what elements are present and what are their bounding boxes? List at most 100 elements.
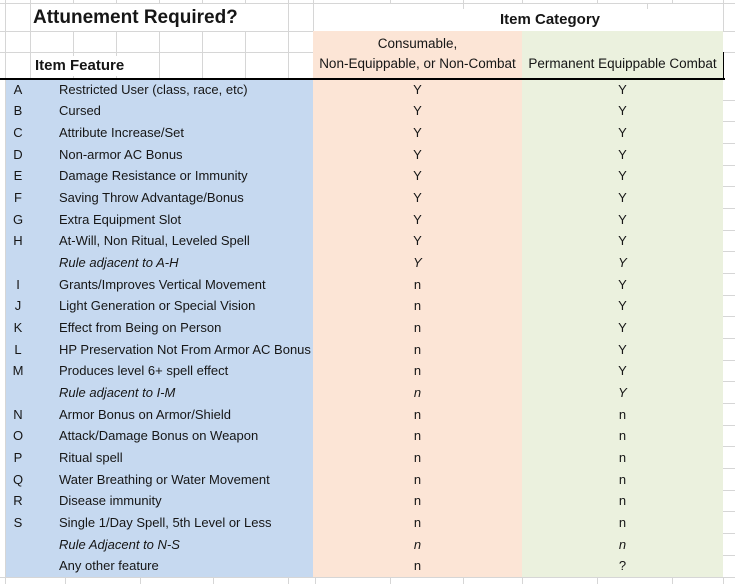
table-row: B Cursed Y Y: [6, 100, 723, 122]
feature-cell[interactable]: Grants/Improves Vertical Movement: [59, 276, 266, 292]
permanent-value-cell[interactable]: Y: [618, 233, 627, 249]
feature-cell[interactable]: Attribute Increase/Set: [59, 124, 185, 140]
consumable-value-cell[interactable]: Y: [413, 103, 422, 119]
permanent-value-cell[interactable]: Y: [618, 103, 627, 119]
consumable-value-cell[interactable]: n: [413, 363, 422, 379]
permanent-header-cell[interactable]: Permanent Equippable Combat: [522, 31, 723, 76]
feature-cell[interactable]: At-Will, Non Ritual, Leveled Spell: [59, 233, 250, 249]
consumable-value-cell[interactable]: n: [413, 428, 422, 444]
feature-cell[interactable]: Rule Adjacent to N-S: [59, 536, 180, 552]
permanent-value-cell[interactable]: Y: [618, 81, 627, 97]
feature-cell[interactable]: Attack/Damage Bonus on Weapon: [59, 428, 259, 444]
feature-cell[interactable]: Cursed: [59, 103, 101, 119]
table-row: H At-Will, Non Ritual, Leveled Spell Y Y: [6, 230, 723, 252]
row-letter-cell[interactable]: P: [13, 449, 23, 465]
consumable-value-cell[interactable]: n: [413, 406, 422, 422]
feature-cell[interactable]: HP Preservation Not From Armor AC Bonus: [59, 341, 311, 357]
consumable-value-cell[interactable]: Y: [413, 81, 422, 97]
feature-cell[interactable]: Armor Bonus on Armor/Shield: [59, 406, 231, 422]
feature-cell[interactable]: Ritual spell: [59, 449, 123, 465]
feature-cell[interactable]: Restricted User (class, race, etc): [59, 81, 248, 97]
row-letter-cell[interactable]: J: [14, 298, 22, 314]
row-letter-cell[interactable]: N: [13, 406, 23, 422]
permanent-value-cell[interactable]: Y: [618, 146, 627, 162]
consumable-value-cell[interactable]: n: [413, 493, 422, 509]
consumable-header-cell[interactable]: Consumable, Non-Equippable, or Non-Comba…: [313, 31, 522, 76]
consumable-value-cell[interactable]: n: [413, 298, 422, 314]
row-letter-cell[interactable]: G: [12, 211, 24, 227]
consumable-value-cell[interactable]: n: [413, 449, 422, 465]
consumable-value-cell[interactable]: n: [413, 341, 422, 357]
feature-cell[interactable]: Water Breathing or Water Movement: [59, 471, 270, 487]
permanent-value-cell[interactable]: n: [618, 536, 627, 552]
row-letter-cell[interactable]: L: [14, 341, 22, 357]
consumable-value-cell[interactable]: Y: [413, 189, 422, 205]
feature-cell[interactable]: Disease immunity: [59, 493, 162, 509]
row-letter-cell[interactable]: K: [13, 319, 23, 335]
permanent-value-cell[interactable]: Y: [618, 384, 627, 400]
consumable-value-cell[interactable]: Y: [413, 146, 422, 162]
row-letter-cell[interactable]: C: [13, 124, 23, 140]
permanent-value-cell[interactable]: ?: [618, 558, 627, 574]
permanent-value-cell[interactable]: Y: [618, 341, 627, 357]
permanent-column-background: [522, 31, 723, 577]
permanent-value-cell[interactable]: Y: [618, 298, 627, 314]
permanent-value-cell[interactable]: Y: [618, 211, 627, 227]
permanent-value-cell[interactable]: Y: [618, 319, 627, 335]
row-letter-cell[interactable]: Q: [12, 471, 24, 487]
row-letter-cell[interactable]: M: [12, 363, 24, 379]
row-letter-cell[interactable]: F: [14, 189, 22, 205]
feature-cell[interactable]: Single 1/Day Spell, 5th Level or Less: [59, 514, 272, 530]
feature-cell[interactable]: Effect from Being on Person: [59, 319, 222, 335]
row-letter-cell[interactable]: I: [16, 276, 20, 292]
feature-cell[interactable]: Non-armor AC Bonus: [59, 146, 183, 162]
feature-cell[interactable]: Produces level 6+ spell effect: [59, 363, 229, 379]
consumable-value-cell[interactable]: n: [413, 536, 422, 552]
consumable-value-cell[interactable]: n: [413, 276, 422, 292]
permanent-value-cell[interactable]: Y: [618, 363, 627, 379]
permanent-value-cell[interactable]: Y: [618, 254, 627, 270]
consumable-value-cell[interactable]: Y: [413, 124, 422, 140]
row-letter-cell[interactable]: E: [13, 168, 23, 184]
permanent-value-cell[interactable]: Y: [618, 276, 627, 292]
feature-cell[interactable]: Light Generation or Special Vision: [59, 298, 256, 314]
permanent-value-cell[interactable]: n: [618, 428, 627, 444]
sheet-title-cell[interactable]: Attunement Required?: [33, 5, 244, 31]
row-letter-cell[interactable]: B: [13, 103, 23, 119]
permanent-value-cell[interactable]: Y: [618, 189, 627, 205]
table-row: Q Water Breathing or Water Movement n n: [6, 468, 723, 490]
item-category-header-cell[interactable]: Item Category: [440, 9, 660, 31]
consumable-value-cell[interactable]: Y: [413, 211, 422, 227]
consumable-value-cell[interactable]: n: [413, 558, 422, 574]
permanent-value-cell[interactable]: n: [618, 471, 627, 487]
row-letter-cell[interactable]: S: [13, 514, 23, 530]
consumable-value-cell[interactable]: Y: [413, 233, 422, 249]
permanent-value-cell[interactable]: n: [618, 514, 627, 530]
row-letter-cell[interactable]: O: [12, 428, 24, 444]
consumable-value-cell[interactable]: n: [413, 514, 422, 530]
table-row: P Ritual spell n n: [6, 447, 723, 469]
item-feature-header-cell[interactable]: Item Feature: [35, 56, 130, 76]
table-row: K Effect from Being on Person n Y: [6, 317, 723, 339]
feature-cell[interactable]: Saving Throw Advantage/Bonus: [59, 189, 244, 205]
permanent-value-cell[interactable]: n: [618, 406, 627, 422]
feature-cell[interactable]: Rule adjacent to I-M: [59, 384, 176, 400]
consumable-value-cell[interactable]: n: [413, 384, 422, 400]
feature-cell[interactable]: Any other feature: [59, 558, 159, 574]
feature-cell[interactable]: Rule adjacent to A-H: [59, 254, 179, 270]
row-letter-cell[interactable]: A: [13, 81, 23, 97]
permanent-value-cell[interactable]: n: [618, 493, 627, 509]
permanent-value-cell[interactable]: Y: [618, 124, 627, 140]
feature-cell[interactable]: Damage Resistance or Immunity: [59, 168, 248, 184]
row-letter-cell[interactable]: H: [13, 233, 23, 249]
table-row: S Single 1/Day Spell, 5th Level or Less …: [6, 512, 723, 534]
consumable-value-cell[interactable]: n: [413, 319, 422, 335]
consumable-value-cell[interactable]: n: [413, 471, 422, 487]
consumable-value-cell[interactable]: Y: [413, 168, 422, 184]
permanent-value-cell[interactable]: Y: [618, 168, 627, 184]
consumable-value-cell[interactable]: Y: [413, 254, 422, 270]
feature-cell[interactable]: Extra Equipment Slot: [59, 211, 182, 227]
row-letter-cell[interactable]: D: [13, 146, 23, 162]
row-letter-cell[interactable]: R: [13, 493, 23, 509]
permanent-value-cell[interactable]: n: [618, 449, 627, 465]
